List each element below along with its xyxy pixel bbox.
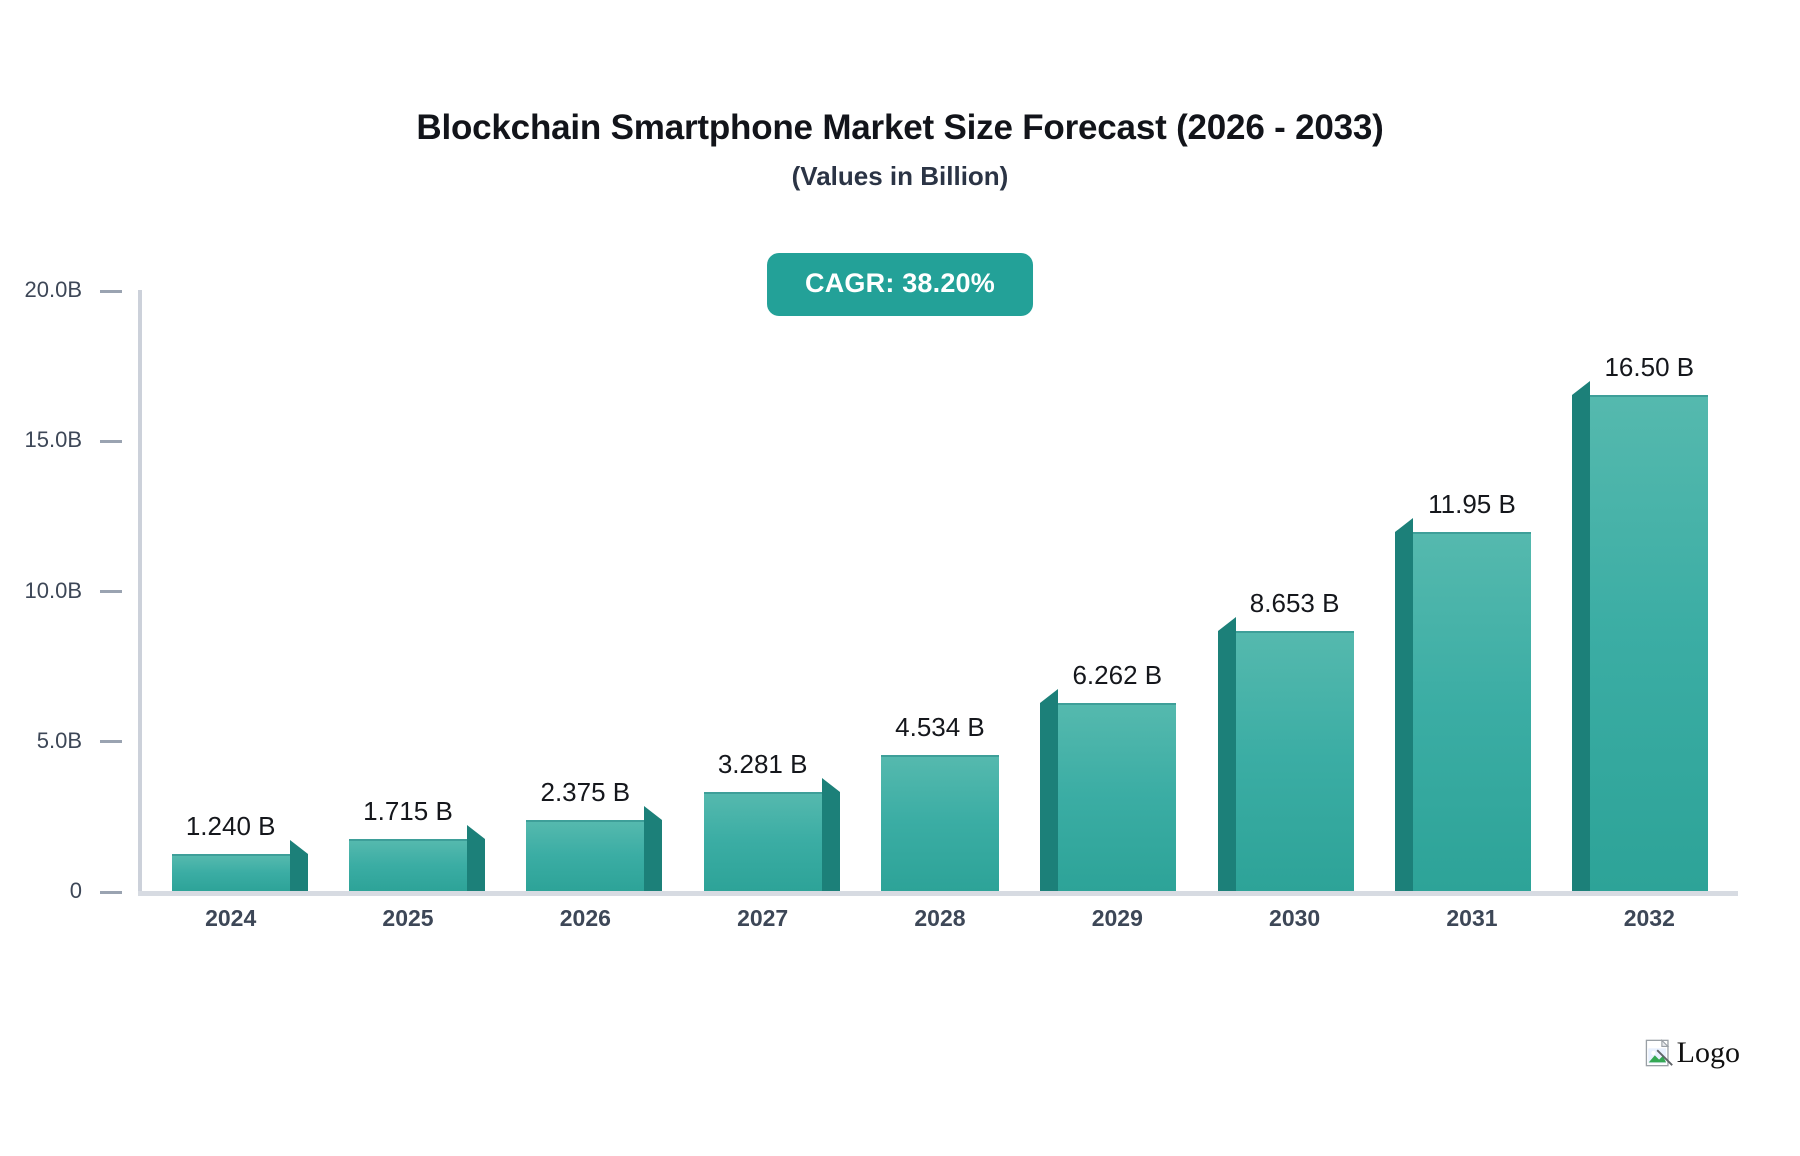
- bar-value-label: 2.375 B: [540, 776, 631, 807]
- bar-slot: 8.653 B: [1206, 290, 1383, 891]
- logo: Logo: [1645, 1038, 1740, 1068]
- page-title: Blockchain Smartphone Market Size Foreca…: [416, 108, 1384, 147]
- y-axis-tick-mark: [100, 439, 122, 443]
- cagr-badge: CAGR: 38.20%: [767, 253, 1033, 316]
- x-axis-label-2025: 2025: [382, 905, 434, 931]
- bar-front-face: 1.715 B: [348, 796, 467, 891]
- bar-slot: 1.240 B: [142, 290, 319, 891]
- bar-value-label: 1.715 B: [363, 796, 453, 827]
- bar-slot: 4.534 B: [851, 290, 1028, 891]
- x-axis-label-2031: 2031: [1446, 905, 1498, 931]
- bar-2029[interactable]: 6.262 B: [1040, 660, 1177, 891]
- y-axis-tick-mark: [100, 289, 122, 293]
- broken-image-icon: [1645, 1038, 1673, 1067]
- bar-2024[interactable]: 1.240 B: [171, 811, 308, 891]
- bar-value-label: 1.240 B: [185, 810, 276, 841]
- y-axis-tick: 20.0B: [25, 277, 139, 303]
- x-axis-label-2027: 2027: [737, 905, 789, 931]
- bar-side-face: [466, 825, 485, 891]
- bar-front-face: 8.653 B: [1235, 588, 1354, 891]
- bar-slot: 3.281 B: [674, 290, 851, 891]
- y-axis-tick-mark: [100, 740, 122, 744]
- bar-2032[interactable]: 16.50 B: [1572, 352, 1709, 891]
- y-axis-tick-label: 20.0B: [24, 277, 83, 302]
- bar-side-face: [1217, 616, 1236, 891]
- bar-value-label: 16.50 B: [1604, 352, 1695, 383]
- bar-front-face: 3.281 B: [703, 749, 822, 891]
- chart-header: Blockchain Smartphone Market Size Foreca…: [0, 0, 1800, 192]
- y-axis-tick: 15.0B: [25, 427, 139, 453]
- y-axis-tick-label: 10.0B: [24, 577, 83, 603]
- bar-value-label: 3.281 B: [717, 749, 808, 780]
- bar-2031[interactable]: 11.95 B: [1394, 489, 1531, 891]
- bar-front-face: 11.95 B: [1412, 489, 1531, 891]
- x-axis-labels: 2024 2025 2026 2027 2028 2029 2030 2031 2032: [142, 905, 1738, 932]
- bar-slot: 1.715 B: [319, 290, 496, 891]
- y-axis-tick-mark: [100, 590, 122, 594]
- bar-front-face: 1.240 B: [171, 811, 290, 891]
- bar-2028[interactable]: 4.534 B: [880, 712, 999, 891]
- plot-area: 20.0B 15.0B 10.0B 5.0B 0 1.240 B 1.715 B 2.375…: [25, 277, 1738, 903]
- bar-value-label: 11.95 B: [1428, 488, 1516, 519]
- bar-series: 1.240 B 1.715 B 2.375 B 3.281 B 4.534 B 6.262…: [142, 290, 1738, 891]
- bar-slot: 11.95 B: [1383, 290, 1560, 891]
- bar-2026[interactable]: 2.375 B: [526, 777, 663, 891]
- y-axis-tick-label: 0: [69, 878, 82, 903]
- y-axis-tick-label: 5.0B: [36, 727, 82, 753]
- bar-value-label: 8.653 B: [1249, 587, 1340, 618]
- bar-side-face: [821, 778, 840, 891]
- y-axis-tick: 10.0B: [25, 578, 139, 604]
- y-axis-tick: 5.0B: [37, 728, 138, 754]
- x-axis-label-2028: 2028: [914, 905, 966, 931]
- y-axis-line: [138, 290, 142, 895]
- y-axis-tick-label: 15.0B: [24, 427, 83, 453]
- x-axis-label-2032: 2032: [1623, 905, 1675, 931]
- bar-slot: 6.262 B: [1029, 290, 1206, 891]
- x-axis-label-2029: 2029: [1091, 905, 1143, 931]
- bar-slot: 2.375 B: [497, 290, 674, 891]
- bar-side-face: [289, 839, 308, 891]
- bar-2027[interactable]: 3.281 B: [703, 749, 840, 891]
- bar-side-face: [1040, 688, 1059, 891]
- bar-side-face: [1572, 381, 1591, 891]
- y-axis-tick: 0: [70, 878, 138, 904]
- x-axis-label-2024: 2024: [205, 905, 257, 931]
- bar-slot: 16.50 B: [1561, 290, 1738, 891]
- bar-2030[interactable]: 8.653 B: [1217, 588, 1354, 891]
- x-axis-line: [138, 891, 1738, 896]
- y-axis-tick-mark: [100, 890, 122, 894]
- bar-2025[interactable]: 1.715 B: [348, 796, 485, 891]
- bar-value-label: 4.534 B: [895, 711, 985, 742]
- bar-side-face: [1394, 517, 1413, 891]
- bar-front-face: 6.262 B: [1058, 660, 1177, 891]
- bar-front-face: 4.534 B: [880, 712, 999, 891]
- bar-front-face: 2.375 B: [526, 777, 645, 891]
- bar-value-label: 6.262 B: [1072, 659, 1163, 690]
- x-axis-label-2026: 2026: [559, 905, 611, 931]
- logo-alt-text: Logo: [1676, 1036, 1740, 1069]
- x-axis-label-2030: 2030: [1269, 905, 1321, 931]
- bar-side-face: [644, 805, 663, 891]
- bar-front-face: 16.50 B: [1590, 352, 1709, 891]
- chart-subtitle: (Values in Billion): [791, 161, 1009, 192]
